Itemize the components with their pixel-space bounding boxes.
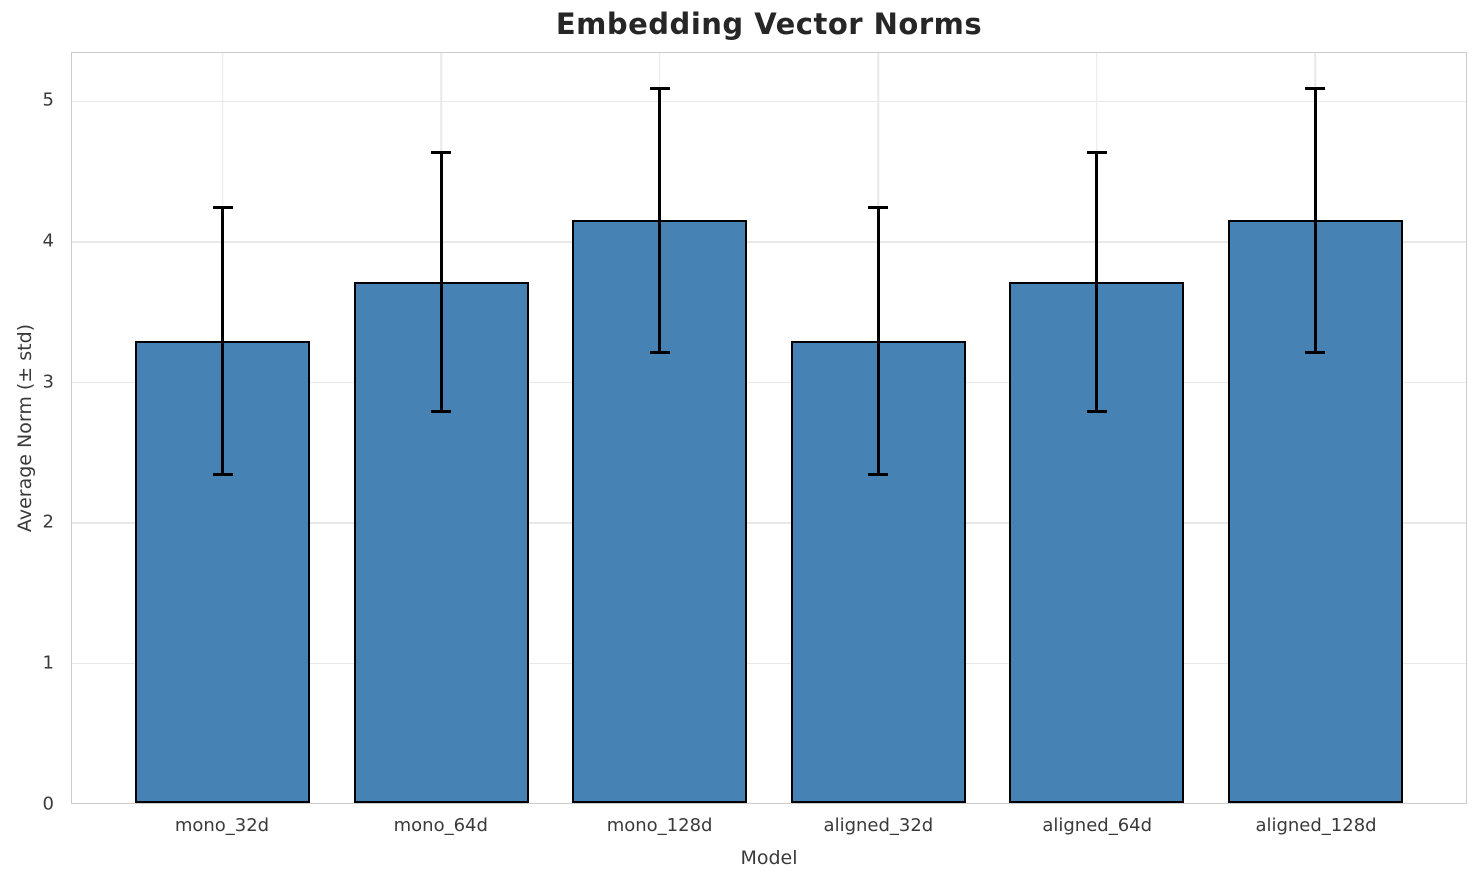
y-tick-label: 0 <box>42 793 54 815</box>
bar <box>135 340 311 803</box>
y-tick-label: 4 <box>42 230 54 252</box>
error-bar-cap <box>1305 350 1326 354</box>
x-axis-label: Model <box>740 847 798 869</box>
error-bar-cap <box>868 472 889 476</box>
x-tick-label: mono_64d <box>393 815 488 836</box>
error-bar-cap <box>431 409 452 413</box>
error-bar-cap <box>212 472 233 476</box>
y-tick-label: 2 <box>42 511 54 533</box>
x-tick-label: aligned_128d <box>1255 815 1377 836</box>
gridline-horizontal <box>72 662 1466 665</box>
bar <box>353 281 529 803</box>
y-tick-label: 3 <box>42 371 54 393</box>
x-tick-label: mono_32d <box>174 815 270 836</box>
gridline-horizontal <box>72 381 1466 384</box>
error-bar-cap <box>1305 86 1326 90</box>
error-bar-cap <box>212 205 233 209</box>
chart-title: Embedding Vector Norms <box>555 7 983 41</box>
x-tick-label: aligned_32d <box>823 815 934 836</box>
error-bar-line <box>1313 88 1317 353</box>
error-bar-line <box>876 207 880 475</box>
error-bar-cap <box>1086 409 1107 413</box>
x-tick-label: mono_128d <box>606 815 713 836</box>
plot-area <box>71 52 1467 804</box>
error-bar-cap <box>649 86 670 90</box>
error-bar-line <box>658 88 662 353</box>
error-bar-cap <box>431 151 452 155</box>
error-bar-cap <box>868 205 889 209</box>
gridline-horizontal <box>72 522 1466 524</box>
gridline-horizontal <box>72 100 1466 103</box>
y-tick-label: 5 <box>42 89 54 111</box>
gridline-horizontal <box>72 241 1466 243</box>
error-bar-line <box>221 207 225 475</box>
y-axis-ticks: 0 1 2 3 4 5 <box>0 52 60 814</box>
error-bar-cap <box>1086 151 1107 155</box>
error-bar-line <box>439 152 443 412</box>
x-axis-ticks: mono_32d mono_64d mono_128d aligned_32d alig… <box>71 815 1467 841</box>
y-tick-label: 1 <box>42 652 54 674</box>
error-bar-line <box>1095 152 1099 412</box>
error-bar-cap <box>649 350 670 354</box>
x-tick-label: aligned_64d <box>1042 815 1153 836</box>
